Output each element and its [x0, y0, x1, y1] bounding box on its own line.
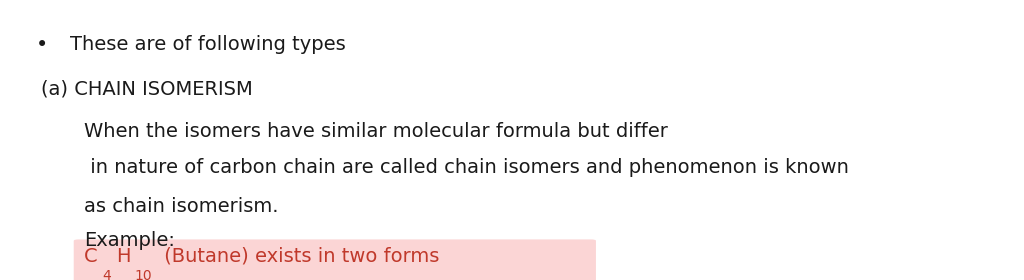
Text: C: C — [84, 247, 97, 266]
Text: (Butane) exists in two forms: (Butane) exists in two forms — [158, 247, 439, 266]
Text: These are of following types: These are of following types — [70, 35, 345, 54]
Text: Example:: Example: — [84, 231, 175, 250]
Text: When the isomers have similar molecular formula but differ: When the isomers have similar molecular … — [84, 122, 668, 141]
Text: 10: 10 — [134, 269, 152, 280]
Text: H: H — [116, 247, 130, 266]
Text: as chain isomerism.: as chain isomerism. — [84, 197, 279, 216]
Text: (a) CHAIN ISOMERISM: (a) CHAIN ISOMERISM — [41, 80, 253, 99]
Text: in nature of carbon chain are called chain isomers and phenomenon is known: in nature of carbon chain are called cha… — [84, 158, 849, 177]
FancyBboxPatch shape — [74, 239, 596, 280]
Text: •: • — [36, 35, 48, 55]
Text: 4: 4 — [102, 269, 112, 280]
